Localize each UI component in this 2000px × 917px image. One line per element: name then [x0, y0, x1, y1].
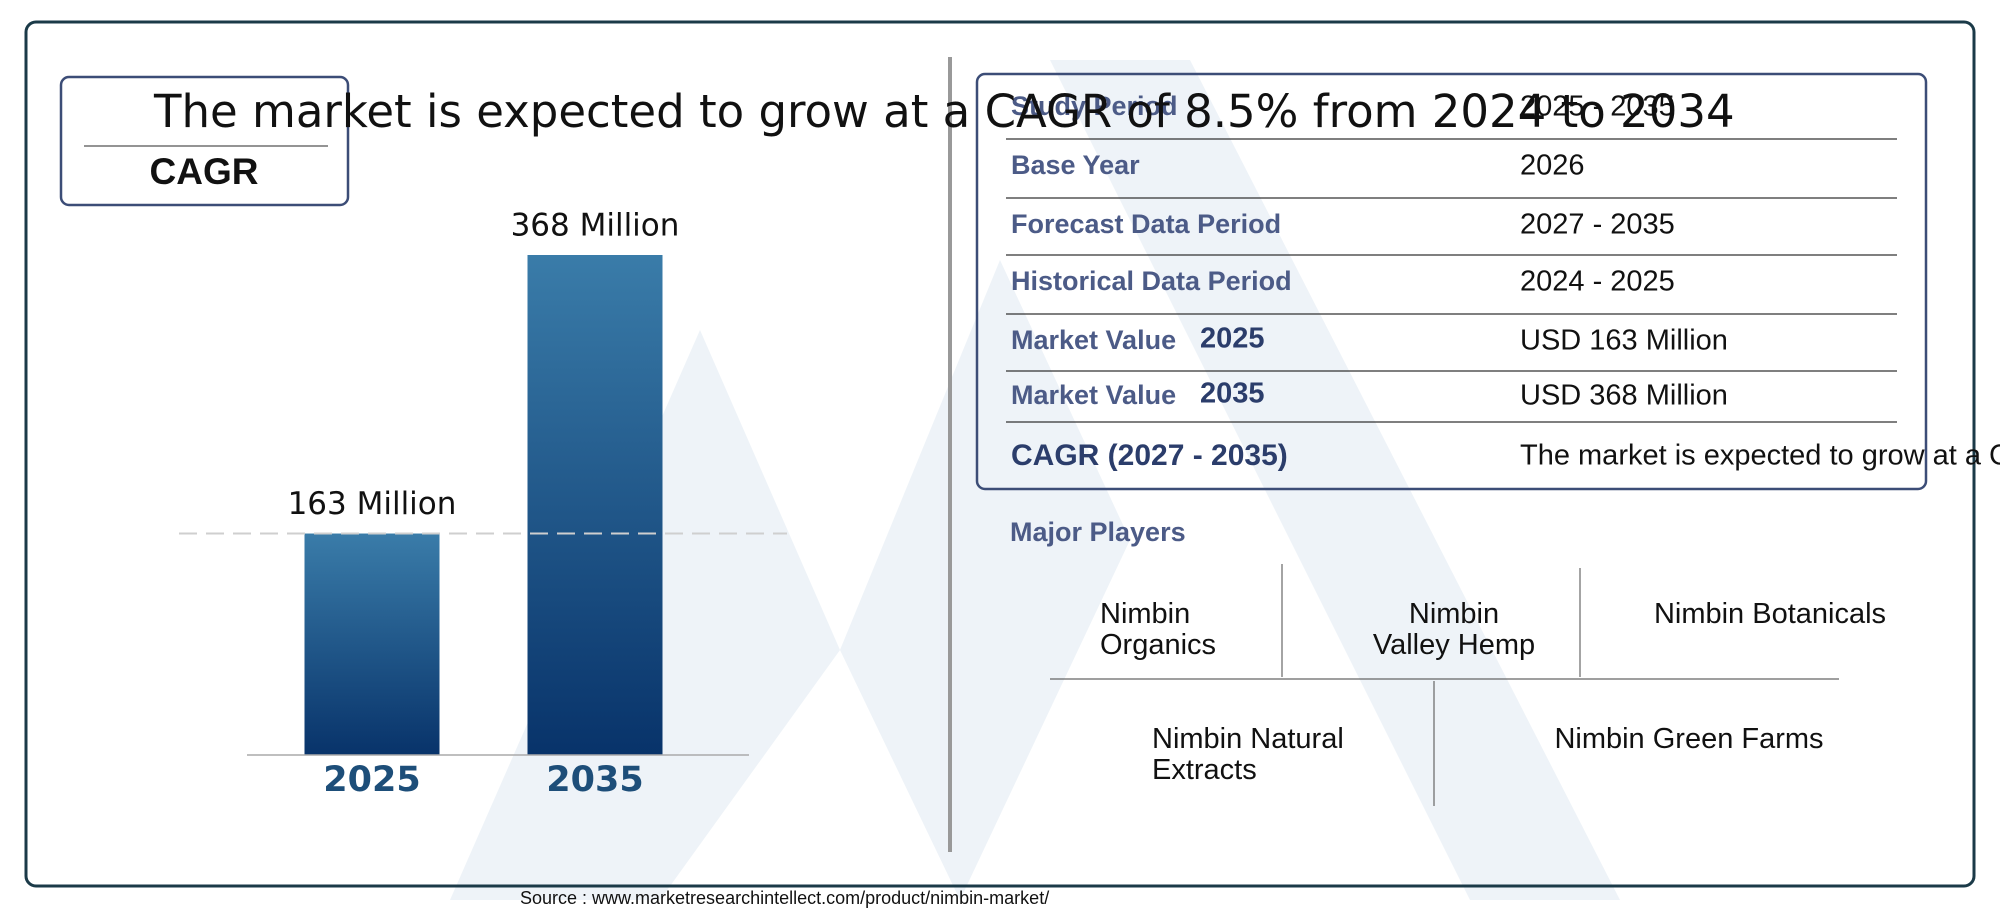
table-box — [975, 72, 1928, 491]
value-label: 163 Million — [288, 486, 457, 522]
cagr-title: CAGR — [150, 151, 259, 192]
row-label: CAGR (2027 - 2035) — [1011, 439, 1288, 472]
players-title: Major Players — [1010, 517, 1186, 547]
row-label: Base Year — [1011, 150, 1140, 180]
category-label: 2025 — [323, 760, 420, 800]
player-grid — [1050, 564, 1839, 806]
row-value: USD 368 Million — [1520, 380, 1728, 412]
player: Nimbin Botanicals — [1654, 598, 1886, 630]
row-value: 2025 - 2035 — [1520, 91, 1675, 123]
bar — [527, 255, 663, 755]
row-value: 2027 - 2035 — [1520, 209, 1675, 241]
row-label: Forecast Data Period — [1011, 209, 1281, 239]
player-line: Extracts — [1152, 754, 1257, 786]
row-value: USD 163 Million — [1520, 325, 1728, 357]
row-year: 2025 — [1200, 323, 1265, 355]
row-value: The market is expected to grow at a CA — [1520, 440, 2000, 472]
source: Source : www.marketresearchintellect.com… — [520, 888, 1049, 908]
value-label: 368 Million — [511, 208, 680, 244]
row-label: Market Value — [1011, 325, 1176, 355]
row-label: Market Value — [1011, 380, 1176, 410]
player: Nimbin Valley Hemp — [1373, 598, 1535, 661]
category-label: 2035 — [546, 760, 643, 800]
row-value: 2026 — [1520, 150, 1585, 182]
bar — [304, 533, 440, 755]
cagr-box — [59, 75, 350, 207]
row-value: 2024 - 2025 — [1520, 266, 1675, 298]
row-year: 2035 — [1200, 378, 1265, 410]
player-line: Valley Hemp — [1373, 629, 1535, 661]
outer-frame — [24, 20, 1976, 888]
player-line: Organics — [1100, 629, 1216, 661]
player-line: Nimbin Green Farms — [1554, 723, 1823, 755]
player: Nimbin Organics — [1100, 598, 1216, 661]
player-line: Nimbin — [1100, 598, 1190, 630]
player-line: Nimbin — [1409, 598, 1499, 630]
row-label: Historical Data Period — [1011, 266, 1292, 296]
player: Nimbin Natural Extracts — [1152, 723, 1344, 786]
headline: The market is expected to grow at a CAGR… — [153, 85, 1735, 138]
row-label: Study Period — [1011, 91, 1178, 121]
player-line: Nimbin Botanicals — [1654, 598, 1886, 630]
player-line: Nimbin Natural — [1152, 723, 1344, 755]
player: Nimbin Green Farms — [1554, 723, 1823, 755]
